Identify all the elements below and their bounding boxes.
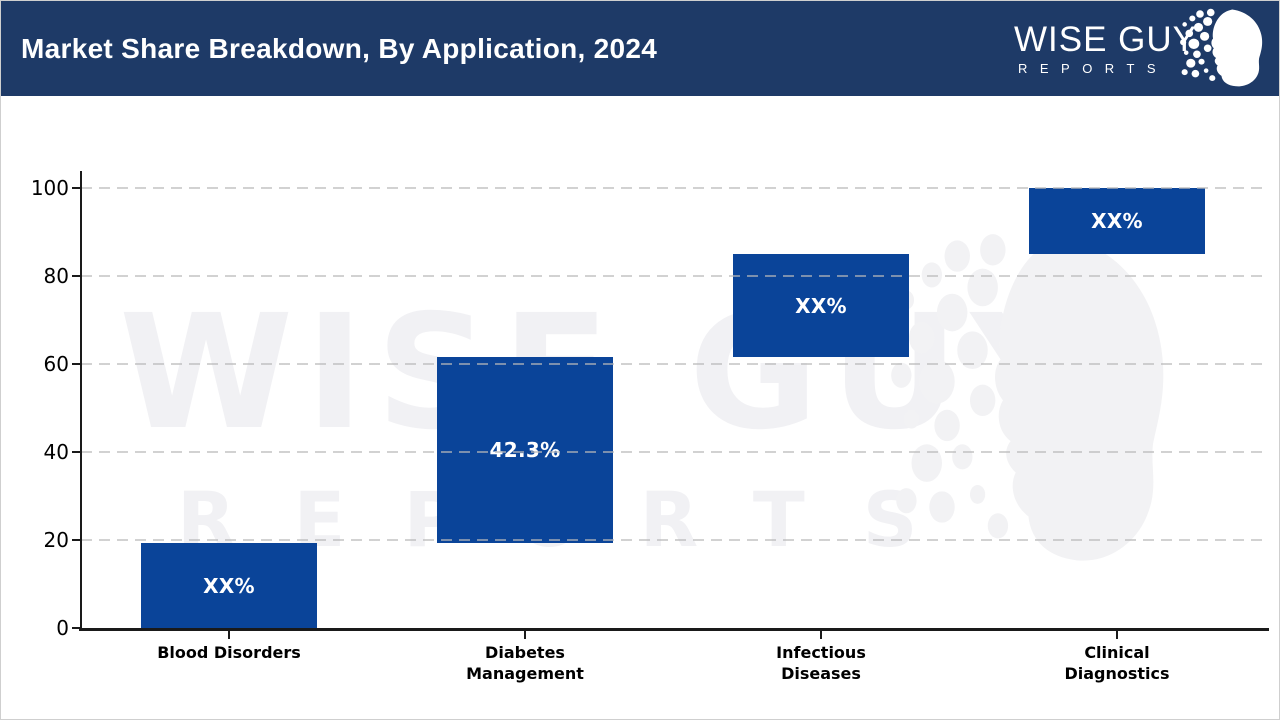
x-category-label: Blood Disorders: [157, 643, 301, 662]
y-tick-label: 40: [43, 440, 69, 464]
bar-1: XX%: [141, 543, 317, 628]
y-tick-label: 0: [56, 616, 69, 640]
y-tick: [72, 539, 81, 541]
x-tick: [820, 631, 822, 639]
brand-subname: REPORTS: [1017, 61, 1169, 76]
brand-name: WISE GUY: [1013, 20, 1197, 59]
brand-logo-text: WISE GUY REPORTS: [1014, 22, 1197, 76]
y-tick-label: 100: [30, 176, 69, 200]
x-category-label: Clinical Diagnostics: [1064, 643, 1170, 684]
bar-2: 42.3%: [437, 356, 613, 544]
x-tick: [524, 631, 526, 639]
y-tick: [72, 187, 81, 189]
y-tick: [72, 275, 81, 277]
bar-4: XX%: [1029, 188, 1205, 255]
watermark-head-icon: [891, 234, 1164, 561]
x-tick: [228, 631, 230, 639]
y-tick: [72, 451, 81, 453]
header-bar: Market Share Breakdown, By Application, …: [1, 1, 1279, 96]
y-tick-label: 20: [43, 528, 69, 552]
y-axis-line: [80, 171, 82, 631]
x-tick: [1116, 631, 1118, 639]
x-category-label: Infectious Diseases: [776, 643, 866, 684]
gridline-80: [81, 275, 1265, 277]
brand-logo: WISE GUY REPORTS: [1014, 8, 1269, 90]
gridline-60: [81, 363, 1265, 365]
x-axis-line: [79, 628, 1269, 631]
y-tick-label: 60: [43, 352, 69, 376]
gridline-100: [81, 187, 1265, 189]
bar-value-label: 42.3%: [489, 438, 561, 462]
y-tick: [72, 627, 81, 629]
page-title: Market Share Breakdown, By Application, …: [21, 32, 658, 64]
bar-value-label: XX%: [203, 573, 255, 598]
gridline-40: [81, 451, 1265, 453]
gridline-20: [81, 539, 1265, 541]
bar-value-label: XX%: [795, 293, 847, 318]
y-tick-label: 80: [43, 264, 69, 288]
y-tick: [72, 363, 81, 365]
bar-value-label: XX%: [1091, 209, 1143, 234]
wise-guy-head-icon: [1180, 8, 1263, 87]
x-category-label: Diabetes Management: [466, 643, 584, 684]
bar-3: XX%: [733, 254, 909, 357]
